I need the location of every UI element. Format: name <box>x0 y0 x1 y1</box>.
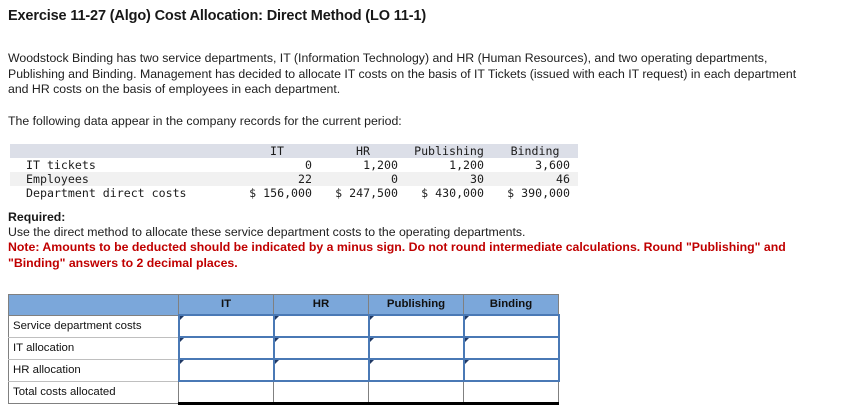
answer-row-label-it-allocation: IT allocation <box>8 337 179 360</box>
data-header-hr: HR <box>356 144 370 158</box>
data-cell-employees-binding: 46 <box>556 172 570 186</box>
data-cell-it-tickets-hr: 1,200 <box>363 158 398 172</box>
answer-header-hr: HR <box>273 294 369 316</box>
data-cell-direct-costs-publishing: $ 430,000 <box>421 186 484 200</box>
table-row: IT tickets 0 1,200 1,200 3,600 <box>10 158 578 172</box>
table-row: Service department costs <box>8 314 560 338</box>
data-cell-direct-costs-it: $ 156,000 <box>249 186 312 200</box>
table-row: HR allocation <box>8 358 560 382</box>
input-hr-allocation-binding[interactable] <box>462 358 560 382</box>
input-it-allocation-publishing[interactable] <box>367 336 465 360</box>
data-cell-employees-publishing: 30 <box>470 172 484 186</box>
answer-table-header-row: IT HR Publishing Binding <box>8 294 559 316</box>
data-header-publishing: Publishing <box>414 144 484 158</box>
total-costs-allocated-binding <box>463 380 559 405</box>
data-header-blank <box>10 144 234 158</box>
answer-header-publishing: Publishing <box>368 294 464 316</box>
given-data-table: IT HR Publishing Binding IT tickets 0 1,… <box>10 144 578 200</box>
table-row: Employees 22 0 30 46 <box>10 172 578 186</box>
input-it-allocation-it[interactable] <box>177 336 275 360</box>
data-table-header-row: IT HR Publishing Binding <box>10 144 578 158</box>
data-row-label-direct-costs: Department direct costs <box>26 186 187 200</box>
input-service-department-costs-publishing[interactable] <box>367 314 465 338</box>
data-cell-employees-hr: 0 <box>391 172 398 186</box>
input-hr-allocation-it[interactable] <box>177 358 275 382</box>
data-header-it: IT <box>270 144 284 158</box>
answer-row-label-total-costs-allocated: Total costs allocated <box>8 381 179 404</box>
answer-header-it: IT <box>178 294 274 316</box>
answer-header-binding: Binding <box>463 294 559 316</box>
data-cell-direct-costs-binding: $ 390,000 <box>507 186 570 200</box>
answer-header-blank <box>8 294 179 316</box>
data-row-label-it-tickets: IT tickets <box>26 158 96 172</box>
table-row: IT allocation <box>8 336 560 360</box>
answer-row-label-hr-allocation: HR allocation <box>8 359 179 382</box>
total-costs-allocated-it <box>178 380 274 405</box>
data-cell-direct-costs-hr: $ 247,500 <box>335 186 398 200</box>
answer-table: IT HR Publishing Binding Service departm… <box>8 294 560 405</box>
input-service-department-costs-it[interactable] <box>177 314 275 338</box>
input-service-department-costs-hr[interactable] <box>272 314 370 338</box>
input-hr-allocation-hr[interactable] <box>272 358 370 382</box>
required-note: Note: Amounts to be deducted should be i… <box>8 240 786 270</box>
total-costs-allocated-publishing <box>368 380 464 405</box>
required-heading: Required: <box>8 210 66 224</box>
input-it-allocation-hr[interactable] <box>272 336 370 360</box>
input-it-allocation-binding[interactable] <box>462 336 560 360</box>
data-header-binding: Binding <box>510 144 560 158</box>
intro-paragraph: Woodstock Binding has two service depart… <box>8 51 797 97</box>
data-row-label-employees: Employees <box>26 172 89 186</box>
data-cell-it-tickets-binding: 3,600 <box>535 158 570 172</box>
table-row: Department direct costs $ 156,000 $ 247,… <box>10 186 578 200</box>
required-instruction: Use the direct method to allocate these … <box>8 225 526 239</box>
page-title: Exercise 11-27 (Algo) Cost Allocation: D… <box>8 8 427 24</box>
answer-row-label-service-department-costs: Service department costs <box>8 315 179 338</box>
table-row: Total costs allocated <box>8 380 559 405</box>
data-cell-it-tickets-it: 0 <box>305 158 312 172</box>
data-cell-employees-it: 22 <box>298 172 312 186</box>
data-cell-it-tickets-publishing: 1,200 <box>449 158 484 172</box>
input-service-department-costs-binding[interactable] <box>462 314 560 338</box>
total-costs-allocated-hr <box>273 380 369 405</box>
input-hr-allocation-publishing[interactable] <box>367 358 465 382</box>
following-data-line: The following data appear in the company… <box>8 114 402 128</box>
